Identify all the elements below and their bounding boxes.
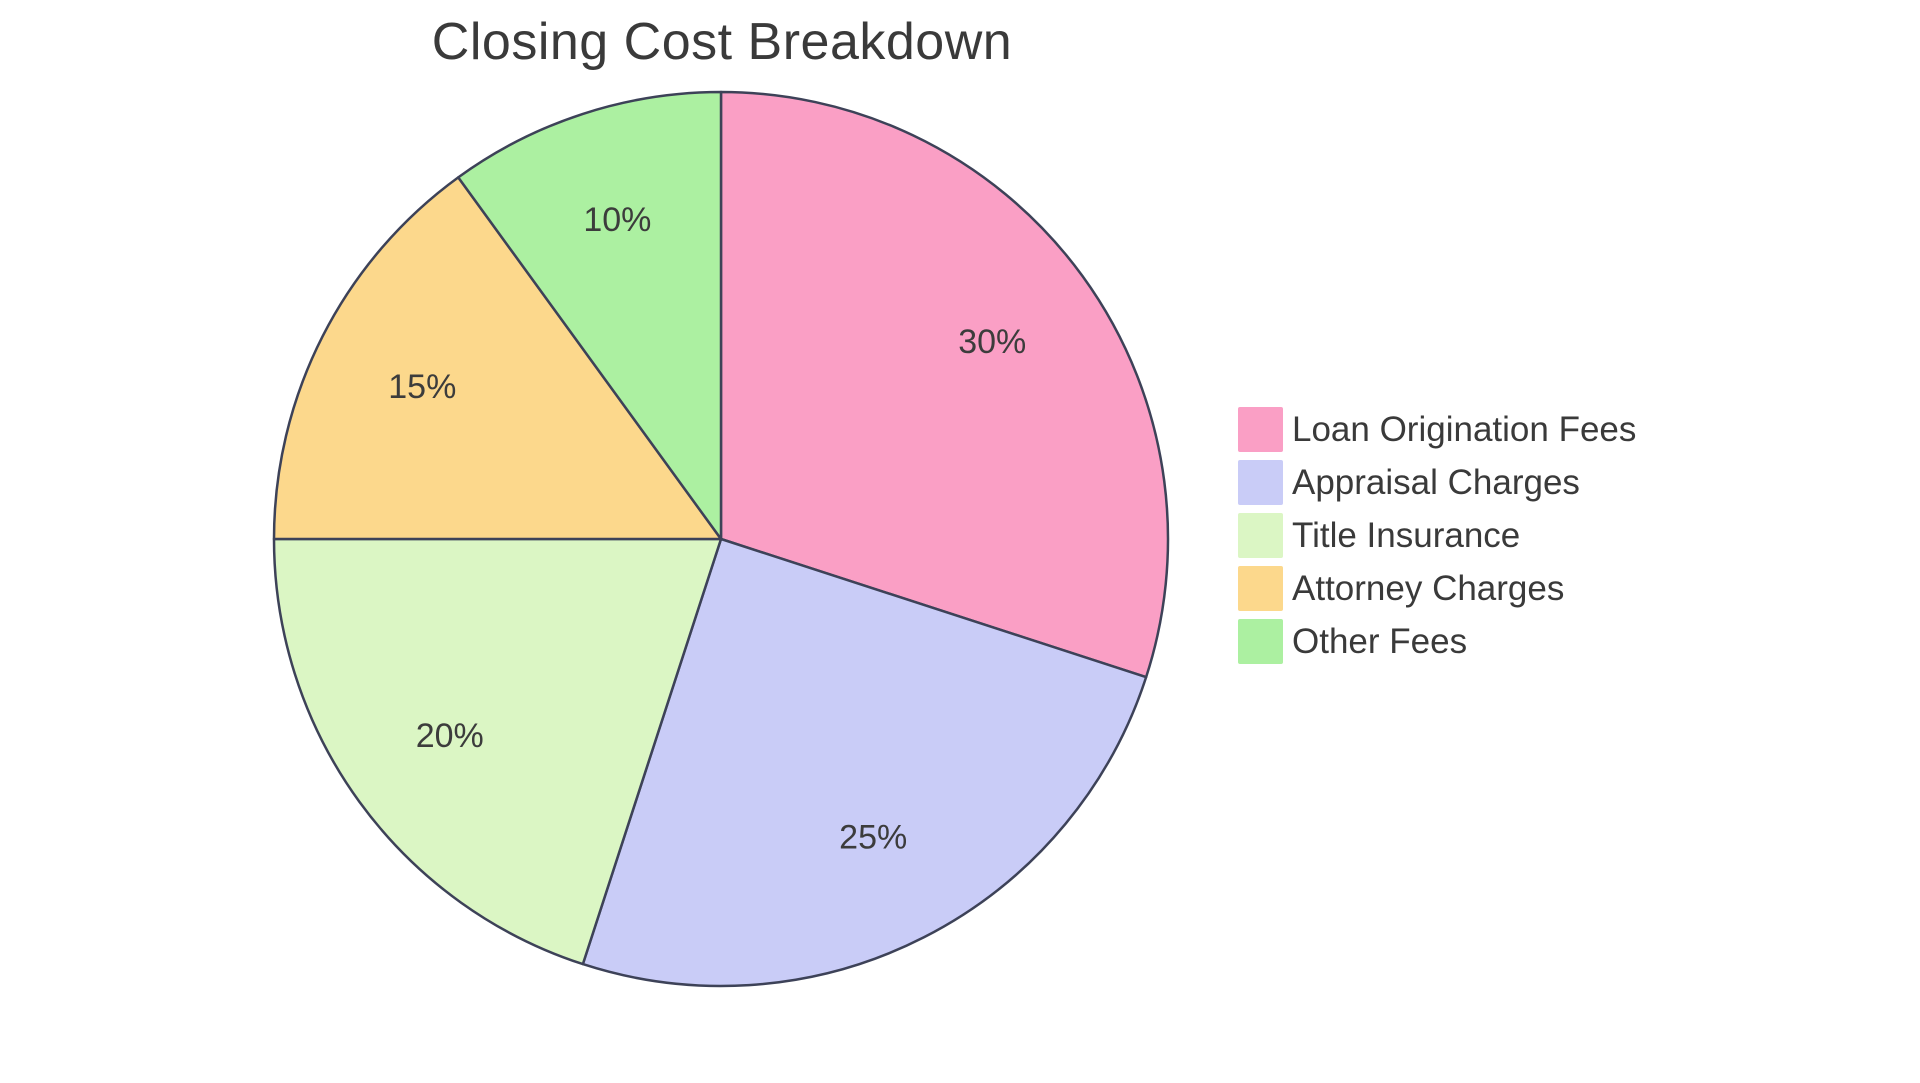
pie-slice-attorney-charges bbox=[272, 176, 723, 541]
pie-percent-label: 25% bbox=[839, 819, 907, 857]
legend-label: Attorney Charges bbox=[1292, 568, 1565, 608]
legend-item-attorney-charges: Attorney Charges bbox=[1238, 566, 1636, 611]
pie-slice-appraisal-charges bbox=[581, 537, 1148, 988]
legend-label: Loan Origination Fees bbox=[1292, 409, 1637, 449]
legend-label: Appraisal Charges bbox=[1292, 462, 1580, 502]
pie-slice-title-insurance bbox=[272, 537, 723, 966]
legend-swatch bbox=[1238, 566, 1283, 611]
legend-label: Other Fees bbox=[1292, 621, 1468, 661]
chart-title: Closing Cost Breakdown bbox=[431, 13, 1013, 71]
pie-percent-label: 10% bbox=[583, 201, 651, 239]
legend: Loan Origination Fees Appraisal Charges Ti… bbox=[1238, 407, 1636, 664]
pie-percent-label: 30% bbox=[958, 323, 1026, 361]
pie-percent-label: 20% bbox=[416, 717, 484, 755]
legend-item-appraisal-charges: Appraisal Charges bbox=[1238, 460, 1636, 505]
legend-swatch bbox=[1238, 407, 1283, 452]
pie-percent-label: 15% bbox=[388, 368, 456, 406]
legend-item-title-insurance: Title Insurance bbox=[1238, 513, 1636, 558]
legend-swatch bbox=[1238, 619, 1283, 664]
legend-label: Title Insurance bbox=[1292, 515, 1521, 555]
legend-item-other-fees: Other Fees bbox=[1238, 619, 1636, 664]
pie-slice-loan-origination-fees bbox=[719, 90, 1170, 679]
legend-swatch bbox=[1238, 513, 1283, 558]
legend-item-loan-origination-fees: Loan Origination Fees bbox=[1238, 407, 1636, 452]
legend-swatch bbox=[1238, 460, 1283, 505]
pie-slice-other-fees bbox=[457, 90, 723, 541]
